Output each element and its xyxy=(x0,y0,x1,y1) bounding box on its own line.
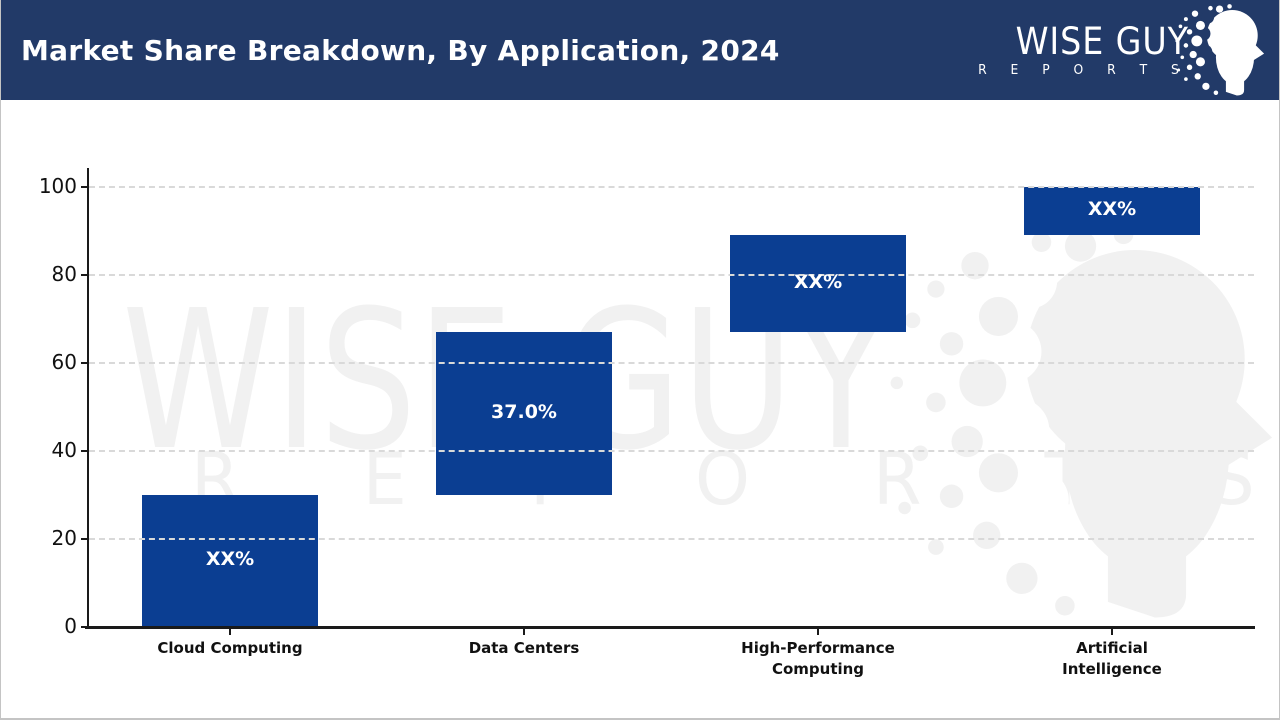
y-tick-label-80: 80 xyxy=(51,262,77,286)
y-tick-label-0: 0 xyxy=(64,614,77,638)
gridline-100 xyxy=(89,186,1254,188)
y-tick-60 xyxy=(81,362,89,364)
logo-name-text: WISE GUY xyxy=(1015,19,1189,63)
header-bar: Market Share Breakdown, By Application, … xyxy=(1,0,1279,100)
gridline-40 xyxy=(89,450,1254,452)
y-tick-40 xyxy=(81,450,89,452)
x-category-label-artificial-intelligence: Artificial Intelligence xyxy=(1062,639,1162,678)
y-tick-100 xyxy=(81,186,89,188)
x-tick-artificial-intelligence xyxy=(1111,629,1113,635)
y-tick-80 xyxy=(81,274,89,276)
bar-label-data-centers: 37.0% xyxy=(491,400,557,423)
bar-label-high-performance-computing: XX% xyxy=(793,270,843,293)
watermark-face-dots-logo xyxy=(890,224,1273,618)
y-tick-label-20: 20 xyxy=(51,526,77,550)
logo-text: WISE GUY R E P O R T S xyxy=(967,23,1189,78)
logo-sub-text: R E P O R T S xyxy=(978,62,1189,78)
x-axis-line xyxy=(85,626,1255,629)
x-category-label-data-centers: Data Centers xyxy=(468,639,580,657)
logo-face-icon xyxy=(1175,4,1265,96)
bar-high-performance-computing xyxy=(730,235,906,333)
y-tick-label-40: 40 xyxy=(51,438,77,462)
gridline-80 xyxy=(89,274,1254,276)
x-category-label-high-performance-computing: High-Performance Computing xyxy=(741,639,895,678)
bar-label-artificial-intelligence: XX% xyxy=(1087,198,1137,221)
y-tick-0 xyxy=(81,626,89,628)
y-axis-line xyxy=(87,168,89,628)
x-category-label-cloud-computing: Cloud Computing xyxy=(157,639,303,657)
bar-data-centers xyxy=(436,332,612,495)
bar-cloud-computing xyxy=(142,495,318,627)
y-tick-label-100: 100 xyxy=(38,174,77,198)
wise-guy-reports-logo: WISE GUY R E P O R T S xyxy=(967,4,1275,96)
page-title: Market Share Breakdown, By Application, … xyxy=(21,33,780,67)
x-tick-data-centers xyxy=(523,629,525,635)
gridline-20 xyxy=(89,538,1254,540)
bar-artificial-intelligence xyxy=(1024,187,1200,236)
x-tick-cloud-computing xyxy=(229,629,231,635)
gridline-60 xyxy=(89,362,1254,364)
y-tick-20 xyxy=(81,538,89,540)
bar-label-cloud-computing: XX% xyxy=(205,548,255,570)
y-tick-label-60: 60 xyxy=(51,350,77,374)
x-tick-high-performance-computing xyxy=(817,629,819,635)
